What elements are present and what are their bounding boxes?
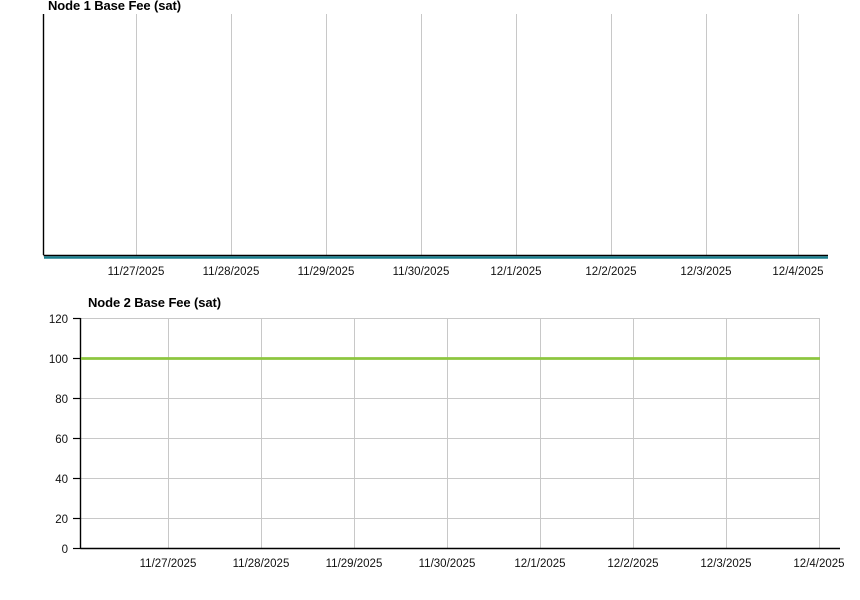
x-tick-label: 11/28/2025	[203, 266, 260, 278]
x-tick-label: 12/2/2025	[585, 266, 636, 278]
plot-area-node-1: 11/27/2025 11/28/2025 11/29/2025 11/30/2…	[42, 14, 828, 278]
y-tick-label: 80	[55, 394, 68, 406]
y-tick-labels-node-2: 120 100 80 60 40 20 0	[49, 314, 68, 556]
gridlines-vertical-node-1	[136, 14, 799, 255]
gridlines-vertical-node-2	[168, 318, 820, 548]
y-tick-label: 120	[49, 314, 68, 326]
x-tick-label: 12/1/2025	[514, 558, 565, 570]
x-tick-label: 11/29/2025	[298, 266, 355, 278]
y-tick-label: 60	[55, 434, 68, 446]
x-tick-label: 12/3/2025	[700, 558, 751, 570]
chart-panel-node-1: Node 1 Base Fee (sat) 11/27/2025 11/28/2…	[0, 0, 860, 290]
x-tick-label: 12/4/2025	[772, 266, 823, 278]
y-tick-label: 20	[55, 514, 68, 526]
x-tick-label: 12/2/2025	[607, 558, 658, 570]
chart-title-node-1: Node 1 Base Fee (sat)	[48, 0, 182, 13]
x-tick-label: 11/28/2025	[233, 558, 290, 570]
x-tick-label: 12/3/2025	[680, 266, 731, 278]
y-tick-marks-node-2	[73, 317, 81, 550]
x-tick-label: 12/1/2025	[490, 266, 541, 278]
chart-panel-node-2: Node 2 Base Fee (sat)	[0, 290, 860, 600]
x-tick-label: 11/29/2025	[326, 558, 383, 570]
x-tick-label: 11/30/2025	[393, 266, 450, 278]
y-tick-label: 40	[55, 474, 68, 486]
gridlines-horizontal-node-2	[80, 318, 820, 519]
x-tick-labels-node-1: 11/27/2025 11/28/2025 11/29/2025 11/30/2…	[108, 266, 824, 278]
y-tick-label: 0	[62, 544, 68, 556]
chart-title-node-2: Node 2 Base Fee (sat)	[88, 295, 222, 310]
x-tick-labels-node-2: 11/27/2025 11/28/2025 11/29/2025 11/30/2…	[140, 558, 845, 570]
y-tick-label: 100	[49, 354, 68, 366]
x-tick-label: 11/27/2025	[140, 558, 197, 570]
plot-area-node-2: 120 100 80 60 40 20 0 11/27/2025 11/28/2…	[49, 314, 845, 570]
x-tick-label: 11/30/2025	[419, 558, 476, 570]
x-tick-label: 12/4/2025	[793, 558, 844, 570]
x-tick-label: 11/27/2025	[108, 266, 165, 278]
